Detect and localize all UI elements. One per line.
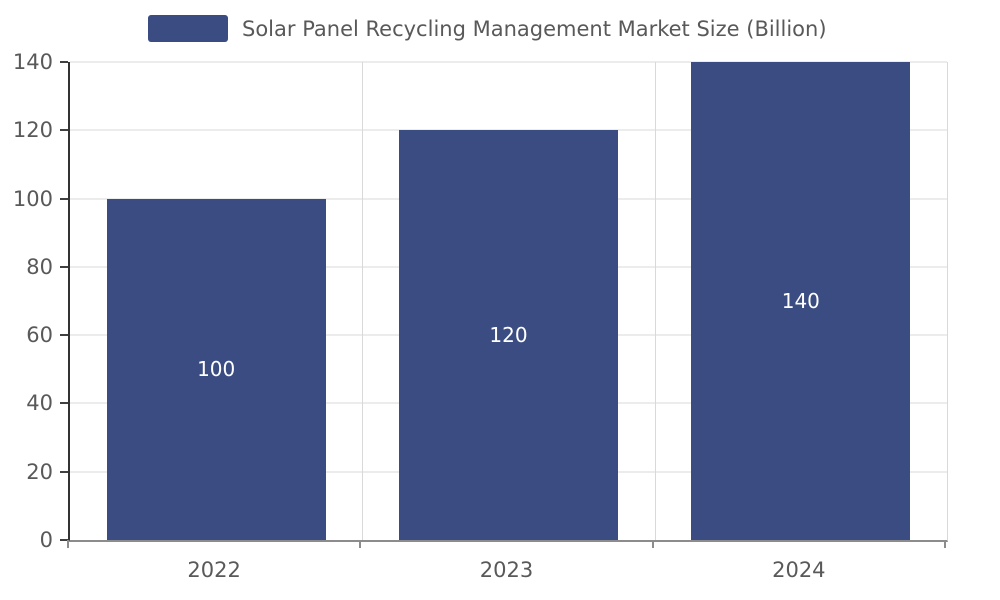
y-tick-label: 80	[26, 254, 53, 279]
y-tick-label: 20	[26, 459, 53, 484]
gridline-vertical	[654, 62, 656, 540]
x-tick-mark	[359, 540, 362, 548]
y-tick-mark	[60, 265, 68, 268]
x-tick-mark	[67, 540, 69, 548]
gridline-vertical	[362, 62, 364, 540]
bar: 120	[398, 130, 619, 540]
y-tick-label: 100	[12, 186, 53, 211]
plot-area: 100 120 140	[68, 61, 948, 542]
bar: 140	[691, 62, 911, 540]
chart-legend: Solar Panel Recycling Management Market …	[148, 15, 827, 42]
y-tick-mark	[60, 197, 68, 200]
y-tick-label: 60	[26, 323, 53, 348]
bar-value-label: 140	[781, 289, 820, 313]
x-tick-mark	[651, 540, 654, 548]
y-tick-label: 0	[39, 528, 53, 552]
y-tick-mark	[60, 539, 68, 541]
bar: 100	[106, 198, 326, 540]
bar-value-label: 120	[489, 323, 528, 348]
y-tick-mark	[60, 334, 68, 337]
y-tick-label: 120	[12, 118, 53, 143]
gridline-horizontal	[70, 61, 947, 63]
y-tick-mark	[60, 61, 68, 63]
x-tick-label: 2024	[772, 558, 826, 582]
x-axis: 2022 2023 2024	[67, 540, 946, 600]
x-tick-label: 2023	[479, 558, 534, 582]
y-tick-mark	[60, 402, 68, 405]
x-tick-label: 2022	[187, 558, 241, 582]
x-tick-mark	[944, 540, 946, 548]
y-axis: 0 20 40 60 80 100 120 140	[0, 50, 68, 552]
y-tick-label: 140	[12, 50, 53, 74]
legend-swatch	[148, 15, 228, 42]
y-tick-mark	[60, 129, 68, 132]
y-tick-mark	[60, 470, 68, 473]
y-tick-label: 40	[26, 391, 53, 416]
chart-title: Solar Panel Recycling Management Market …	[242, 16, 827, 41]
bar-value-label: 100	[197, 357, 236, 382]
